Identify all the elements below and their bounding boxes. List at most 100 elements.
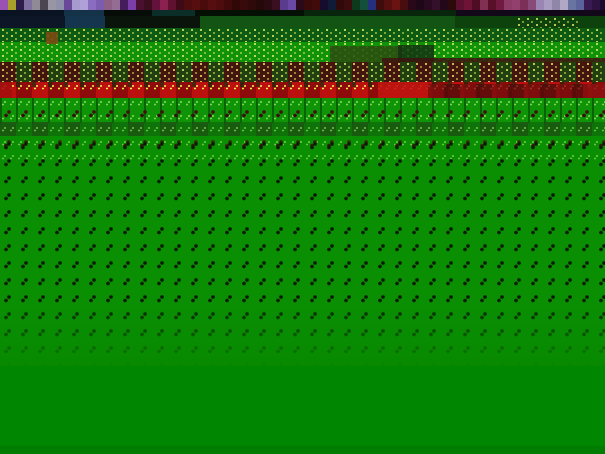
strip2-segment [456,10,605,16]
top-strip-block [176,0,184,10]
top-strip-block [336,0,344,10]
top-strip-block [32,0,40,10]
orange-glitch-patch [46,32,58,44]
top-strip-block [64,0,72,10]
band3-segment [0,16,65,30]
top-strip-block [392,0,400,10]
bright-red-patch [378,82,428,100]
bottom-edge-shade [0,446,605,454]
top-strip-block [416,0,424,10]
top-strip-block [104,0,112,10]
yellow-dot-cluster-top [516,17,580,30]
top-strip-block [248,0,256,10]
dark-red-right-patch [428,84,588,100]
top-strip-block [128,0,136,10]
maroon-checker-band [0,62,605,82]
top-strip-block [472,0,480,10]
top-strip-block [200,0,208,10]
top-strip-block [384,0,392,10]
top-strip-block [296,0,304,10]
top-strip-block [520,0,528,10]
top-strip-block [40,0,48,10]
top-strip-block [400,0,408,10]
top-strip-block [272,0,280,10]
top-strip-block [456,0,464,10]
top-strip-block [408,0,416,10]
top-strip-block [496,0,504,10]
band3-segment [65,16,105,30]
top-strip-block [488,0,496,10]
top-strip-block [264,0,272,10]
red-band-notches [0,82,605,87]
top-strip-block [152,0,160,10]
top-strip-block [424,0,432,10]
top-strip-block [88,0,96,10]
top-strip-block [504,0,512,10]
top-strip-block [288,0,296,10]
upper-green-dark [0,28,605,42]
top-strip-block [168,0,176,10]
band3-segment [200,16,455,30]
bottom-solid-green [0,366,605,454]
top-strip-block [320,0,328,10]
top-strip-block [584,0,592,10]
top-strip-block [112,0,120,10]
top-strip-block [24,0,32,10]
top-strip-block [344,0,352,10]
top-strip-block [8,0,16,10]
upper-green-bright [0,42,605,62]
strip2-segment [195,10,304,16]
top-strip-block [160,0,168,10]
top-strip-block [376,0,384,10]
top-strip-block [360,0,368,10]
top-strip-block [208,0,216,10]
top-strip-block [464,0,472,10]
strip2-segment [0,10,64,16]
darkred-dot-row-1 [0,108,605,124]
top-strip-block [544,0,552,10]
top-strip-block [368,0,376,10]
top-strip-block [144,0,152,10]
top-strip-block [528,0,536,10]
strip2-segment [64,10,104,16]
top-strip-block [96,0,104,10]
top-strip-block [328,0,336,10]
top-strip-block [552,0,560,10]
top-strip-block [224,0,232,10]
top-strip-block [136,0,144,10]
dot-fadeout [0,300,605,368]
top-strip-block [48,0,56,10]
top-strip-block [256,0,264,10]
top-strip-block [0,0,8,10]
top-strip-block [440,0,448,10]
top-strip-block [304,0,312,10]
top-strip-block [576,0,584,10]
top-strip-block [312,0,320,10]
top-strip-block [352,0,360,10]
top-strip-block [232,0,240,10]
top-strip-block [512,0,520,10]
top-strip-block [184,0,192,10]
top-strip-block [280,0,288,10]
top-strip-block [448,0,456,10]
top-strip-block [592,0,600,10]
band3-segment [105,16,200,30]
top-strip-block [216,0,224,10]
top-strip-block [568,0,576,10]
top-strip-block [600,0,605,10]
top-strip-block [536,0,544,10]
top-strip-block [480,0,488,10]
top-strip-block [432,0,440,10]
top-strip-block [80,0,88,10]
top-strip-block [192,0,200,10]
strip2-segment [104,10,152,16]
strip2-segment [304,10,456,16]
top-strip-block [56,0,64,10]
top-strip-block [560,0,568,10]
top-strip-block [72,0,80,10]
strip2-segment [152,10,195,16]
top-strip-block [120,0,128,10]
top-strip-block [240,0,248,10]
top-strip-block [16,0,24,10]
